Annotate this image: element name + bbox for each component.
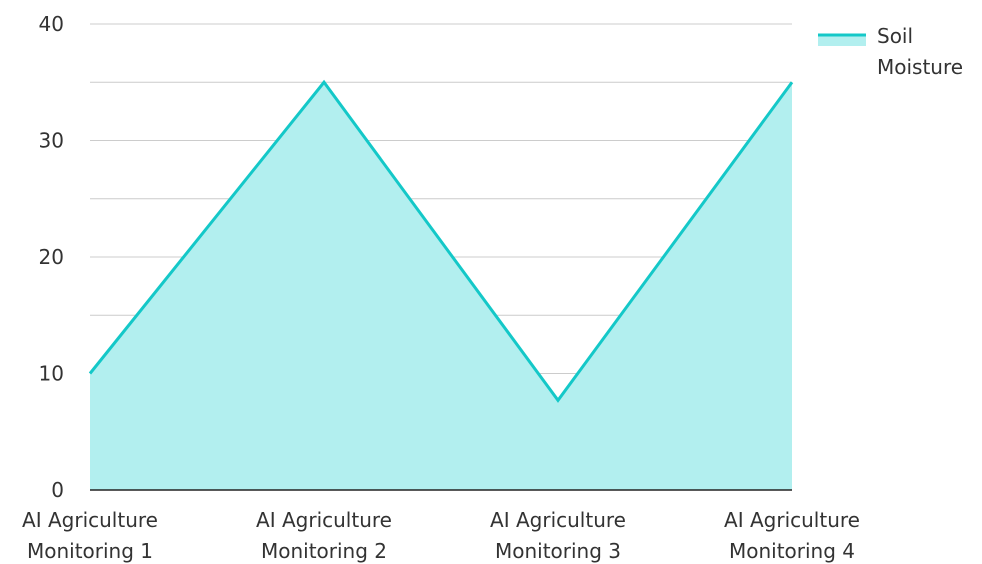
- series-line: [88, 79, 794, 403]
- x-tick-label: AI Agriculture Monitoring 3: [490, 508, 626, 563]
- y-tick-label: 0: [51, 478, 64, 502]
- series-area: [90, 82, 792, 490]
- y-axis-ticks: 0 10 20 30 40: [39, 12, 64, 502]
- x-axis-labels: AI Agriculture Monitoring 1 AI Agriculture…: [22, 508, 860, 563]
- legend[interactable]: Soil Moisture: [818, 24, 963, 79]
- legend-label: Soil Moisture: [877, 24, 963, 79]
- x-tick-label: AI Agriculture Monitoring 2: [256, 508, 392, 563]
- y-tick-label: 40: [39, 12, 64, 36]
- legend-swatch: [818, 34, 866, 46]
- y-tick-label: 10: [39, 362, 64, 386]
- series-layer: [88, 79, 794, 490]
- x-tick-label: AI Agriculture Monitoring 1: [22, 508, 158, 563]
- x-tick-label: AI Agriculture Monitoring 4: [724, 508, 860, 563]
- y-tick-label: 20: [39, 245, 64, 269]
- y-tick-label: 30: [39, 129, 64, 153]
